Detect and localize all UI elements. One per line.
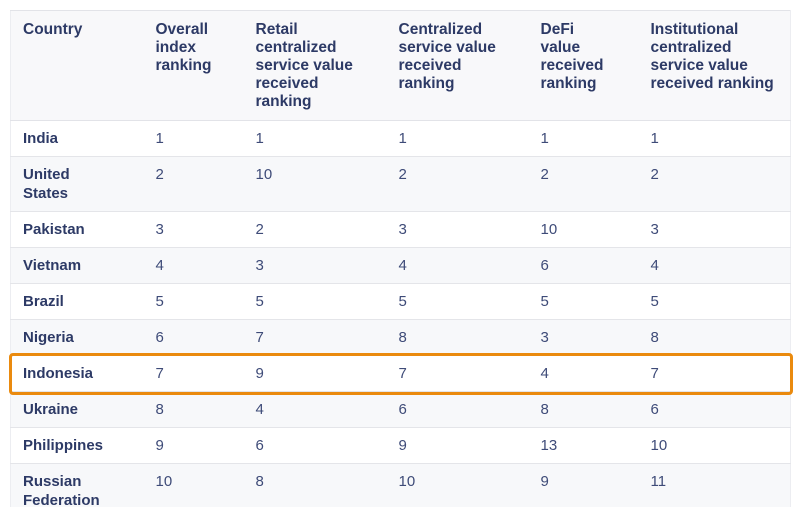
ranking-cell: 8 bbox=[243, 463, 387, 507]
ranking-cell: 8 bbox=[143, 391, 244, 428]
country-label: Pakistan bbox=[23, 221, 85, 238]
ranking-cell: 10 bbox=[143, 463, 244, 507]
ranking-cell: 1 bbox=[638, 120, 791, 157]
column-header-country: Country bbox=[10, 10, 144, 121]
ranking-cell: 4 bbox=[386, 247, 529, 284]
table-row: Philippines 9 6 9 13 10 bbox=[10, 427, 791, 464]
country-cell: Nigeria bbox=[10, 319, 144, 356]
ranking-cell: 2 bbox=[638, 156, 791, 212]
table-body: India 1 1 1 1 1 United States 2 10 2 2 2 Pakistan 3 2 3… bbox=[10, 120, 791, 507]
ranking-cell: 5 bbox=[143, 283, 244, 320]
ranking-cell: 4 bbox=[528, 355, 639, 392]
country-cell: India bbox=[10, 120, 144, 157]
country-cell: Vietnam bbox=[10, 247, 144, 284]
ranking-cell: 11 bbox=[638, 463, 791, 507]
ranking-cell: 1 bbox=[143, 120, 244, 157]
country-label: Vietnam bbox=[23, 257, 82, 274]
ranking-cell: 6 bbox=[528, 247, 639, 284]
country-label: Nigeria bbox=[23, 329, 74, 346]
ranking-cell: 2 bbox=[243, 211, 387, 248]
ranking-cell: 8 bbox=[386, 319, 529, 356]
ranking-cell: 7 bbox=[143, 355, 244, 392]
table-header: Country Overall index ranking Retail cen… bbox=[10, 10, 791, 121]
country-cell: United States bbox=[10, 156, 144, 212]
rankings-table-container: Country Overall index ranking Retail cen… bbox=[10, 10, 791, 507]
column-header-defi: DeFi value received ranking bbox=[528, 10, 639, 121]
column-header-overall-index: Overall index ranking bbox=[143, 10, 244, 121]
ranking-cell: 7 bbox=[243, 319, 387, 356]
ranking-cell: 7 bbox=[386, 355, 529, 392]
table-row: Brazil 5 5 5 5 5 bbox=[10, 283, 791, 320]
country-label: Brazil bbox=[23, 293, 64, 310]
ranking-cell: 4 bbox=[243, 391, 387, 428]
ranking-cell: 3 bbox=[386, 211, 529, 248]
ranking-cell: 8 bbox=[638, 319, 791, 356]
ranking-cell: 3 bbox=[638, 211, 791, 248]
ranking-cell: 10 bbox=[386, 463, 529, 507]
table-row: Pakistan 3 2 3 10 3 bbox=[10, 211, 791, 248]
column-header-centralized: Centralized service value received ranki… bbox=[386, 10, 529, 121]
country-label: Indonesia bbox=[23, 365, 94, 382]
ranking-cell: 2 bbox=[386, 156, 529, 212]
ranking-cell: 3 bbox=[528, 319, 639, 356]
country-cell: Indonesia bbox=[10, 355, 144, 392]
ranking-cell: 6 bbox=[243, 427, 387, 464]
ranking-cell: 5 bbox=[528, 283, 639, 320]
ranking-cell: 5 bbox=[386, 283, 529, 320]
ranking-cell: 6 bbox=[638, 391, 791, 428]
column-header-label: Institutional centralized service value … bbox=[650, 21, 774, 92]
ranking-cell: 2 bbox=[143, 156, 244, 212]
ranking-cell: 9 bbox=[243, 355, 387, 392]
country-label: Philippines bbox=[23, 437, 104, 454]
table-row: United States 2 10 2 2 2 bbox=[10, 156, 791, 212]
ranking-cell: 10 bbox=[243, 156, 387, 212]
ranking-cell: 4 bbox=[143, 247, 244, 284]
country-label: India bbox=[23, 130, 59, 147]
ranking-cell: 5 bbox=[638, 283, 791, 320]
ranking-cell: 4 bbox=[638, 247, 791, 284]
country-label: United States bbox=[23, 166, 70, 202]
ranking-cell: 2 bbox=[528, 156, 639, 212]
ranking-cell: 6 bbox=[386, 391, 529, 428]
column-header-institutional: Institutional centralized service value … bbox=[638, 10, 791, 121]
column-header-label: Country bbox=[23, 21, 83, 38]
country-label: Russian Federation bbox=[23, 473, 100, 507]
ranking-cell: 9 bbox=[143, 427, 244, 464]
table-row: Vietnam 4 3 4 6 4 bbox=[10, 247, 791, 284]
country-cell: Russian Federation bbox=[10, 463, 144, 507]
ranking-cell: 3 bbox=[143, 211, 244, 248]
ranking-cell: 13 bbox=[528, 427, 639, 464]
ranking-cell: 10 bbox=[528, 211, 639, 248]
country-rankings-table: Country Overall index ranking Retail cen… bbox=[10, 10, 791, 507]
ranking-cell: 8 bbox=[528, 391, 639, 428]
header-row: Country Overall index ranking Retail cen… bbox=[10, 10, 791, 121]
ranking-cell: 5 bbox=[243, 283, 387, 320]
ranking-cell: 7 bbox=[638, 355, 791, 392]
ranking-cell: 9 bbox=[528, 463, 639, 507]
country-label: Ukraine bbox=[23, 401, 79, 418]
column-header-label: Retail centralized service value receive… bbox=[255, 21, 353, 110]
country-cell: Pakistan bbox=[10, 211, 144, 248]
table-row: Nigeria 6 7 8 3 8 bbox=[10, 319, 791, 356]
column-header-label: Centralized service value received ranki… bbox=[398, 21, 496, 92]
column-header-label: Overall index ranking bbox=[155, 21, 212, 74]
table-row: Ukraine 8 4 6 8 6 bbox=[10, 391, 791, 428]
table-row: India 1 1 1 1 1 bbox=[10, 120, 791, 157]
ranking-cell: 6 bbox=[143, 319, 244, 356]
country-cell: Philippines bbox=[10, 427, 144, 464]
ranking-cell: 1 bbox=[528, 120, 639, 157]
column-header-retail-centralized: Retail centralized service value receive… bbox=[243, 10, 387, 121]
column-header-label: DeFi value received ranking bbox=[540, 21, 604, 92]
ranking-cell: 3 bbox=[243, 247, 387, 284]
table-row: Russian Federation 10 8 10 9 11 bbox=[10, 463, 791, 507]
ranking-cell: 1 bbox=[243, 120, 387, 157]
ranking-cell: 10 bbox=[638, 427, 791, 464]
table-row: Indonesia 7 9 7 4 7 bbox=[10, 355, 791, 392]
country-cell: Ukraine bbox=[10, 391, 144, 428]
country-cell: Brazil bbox=[10, 283, 144, 320]
ranking-cell: 9 bbox=[386, 427, 529, 464]
ranking-cell: 1 bbox=[386, 120, 529, 157]
